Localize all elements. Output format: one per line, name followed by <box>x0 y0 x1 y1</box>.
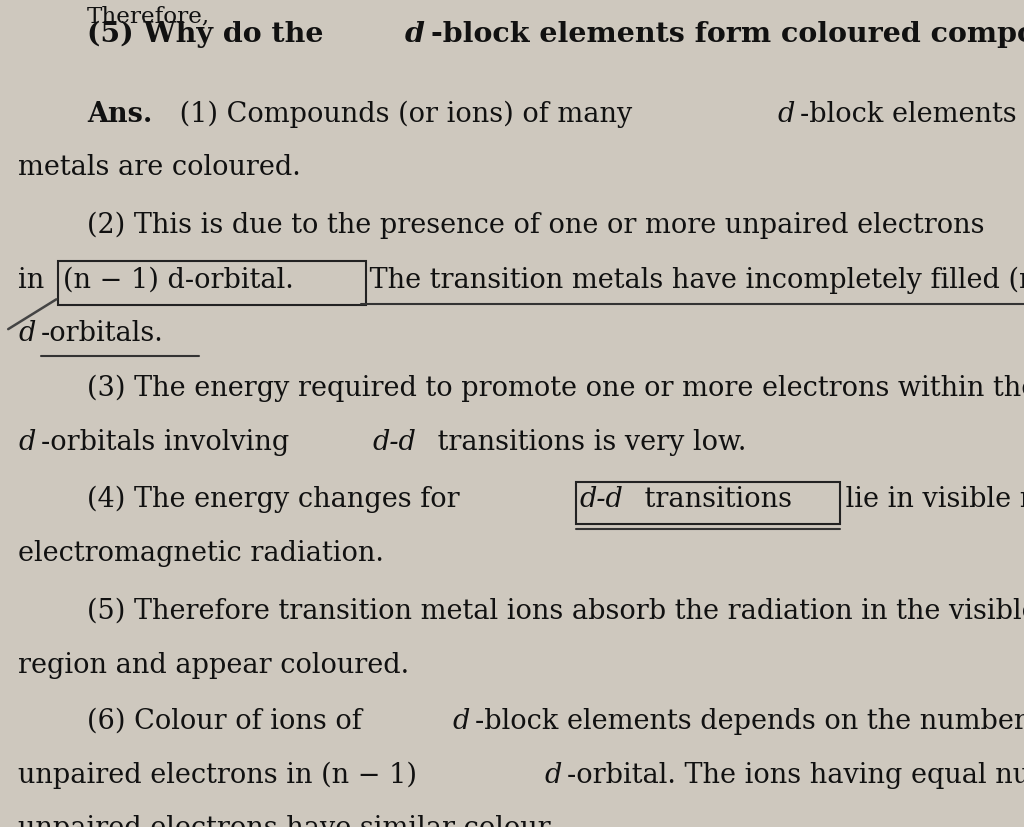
Text: -block elements form coloured compounds?: -block elements form coloured compounds? <box>430 21 1024 48</box>
Text: unpaired electrons in (n − 1): unpaired electrons in (n − 1) <box>18 761 426 788</box>
Text: -orbitals.: -orbitals. <box>41 319 164 347</box>
Text: unpaired electrons have similar colour.: unpaired electrons have similar colour. <box>18 814 557 827</box>
Text: d: d <box>18 428 36 456</box>
Text: (2) This is due to the presence of one or more unpaired electrons: (2) This is due to the presence of one o… <box>87 211 984 238</box>
Text: -orbitals involving: -orbitals involving <box>41 428 298 456</box>
Text: electromagnetic radiation.: electromagnetic radiation. <box>18 539 384 566</box>
Text: The transition metals have incompletely filled (n − 1): The transition metals have incompletely … <box>361 266 1024 294</box>
Text: (6) Colour of ions of: (6) Colour of ions of <box>87 707 371 734</box>
Text: region and appear coloured.: region and appear coloured. <box>18 651 410 678</box>
Text: -block elements or transition: -block elements or transition <box>800 101 1024 128</box>
Text: d: d <box>453 707 470 734</box>
Text: (5) Therefore transition metal ions absorb the radiation in the visible: (5) Therefore transition metal ions abso… <box>87 597 1024 624</box>
Text: Ans.: Ans. <box>87 101 153 128</box>
Text: d: d <box>18 319 36 347</box>
Text: in: in <box>18 266 53 294</box>
Text: (5) Why do the: (5) Why do the <box>87 21 334 48</box>
Text: (n − 1) d-orbital.: (n − 1) d-orbital. <box>63 266 294 294</box>
Text: (4) The energy changes for: (4) The energy changes for <box>87 485 468 513</box>
Text: lie in visible region of: lie in visible region of <box>837 485 1024 513</box>
Text: -orbital. The ions having equal number of: -orbital. The ions having equal number o… <box>567 761 1024 788</box>
Text: metals are coloured.: metals are coloured. <box>18 154 301 181</box>
Text: transitions is very low.: transitions is very low. <box>429 428 746 456</box>
Text: d: d <box>404 21 425 48</box>
Text: d-d: d-d <box>373 428 416 456</box>
Text: transitions: transitions <box>636 485 792 513</box>
Text: d-d: d-d <box>579 485 623 513</box>
Text: d: d <box>777 101 795 128</box>
Text: (1) Compounds (or ions) of many: (1) Compounds (or ions) of many <box>171 101 641 128</box>
Text: -block elements depends on the number of: -block elements depends on the number of <box>475 707 1024 734</box>
Text: Therefore,: Therefore, <box>87 6 210 28</box>
Text: (3) The energy required to promote one or more electrons within the: (3) The energy required to promote one o… <box>87 374 1024 401</box>
Text: d: d <box>545 761 562 788</box>
